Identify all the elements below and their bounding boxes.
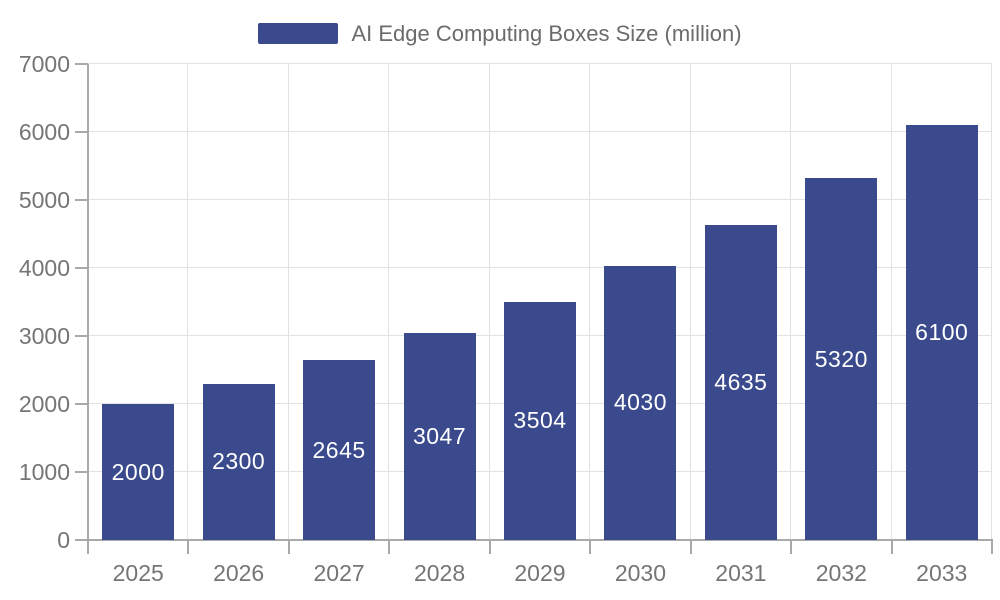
vertical-gridline <box>187 64 189 540</box>
vertical-gridline <box>488 64 490 540</box>
vertical-gridline <box>890 64 892 540</box>
bar[interactable]: 2000 <box>102 404 175 540</box>
x-tick-label: 2026 <box>213 560 265 586</box>
y-tick-label: 3000 <box>18 323 70 349</box>
y-tick-label: 1000 <box>18 459 70 485</box>
y-tick-mark <box>75 131 88 133</box>
vertical-gridline <box>388 64 390 540</box>
y-axis-line <box>87 64 89 540</box>
vertical-gridline <box>287 64 289 540</box>
x-tick-mark <box>890 540 893 554</box>
bar[interactable]: 2645 <box>303 360 376 540</box>
vertical-gridline <box>589 64 591 540</box>
x-tick-mark <box>187 540 190 554</box>
horizontal-gridline <box>88 131 992 132</box>
x-tick-label: 2031 <box>715 560 767 586</box>
y-tick-mark <box>75 63 88 65</box>
legend-swatch <box>258 23 339 44</box>
x-tick-label: 2030 <box>614 560 667 586</box>
y-tick-label: 5000 <box>18 187 70 213</box>
bar-value-label: 3504 <box>513 407 567 434</box>
x-tick-label: 2033 <box>916 560 968 586</box>
x-tick-mark <box>87 540 89 554</box>
x-axis-line <box>86 539 993 541</box>
y-tick-label: 4000 <box>18 255 70 281</box>
y-tick-label: 7000 <box>18 51 70 77</box>
legend-label: AI Edge Computing Boxes Size (million) <box>351 21 742 46</box>
plot-area: 2000 2300 2645 3047 3504 4030 4635 5320 6100 <box>86 63 993 541</box>
bar-value-label: 2645 <box>312 436 366 463</box>
bar-value-label: 4635 <box>714 368 768 395</box>
x-tick-mark <box>991 540 993 554</box>
x-tick-mark <box>287 540 290 554</box>
bar-value-label: 2000 <box>111 458 165 485</box>
x-tick-label: 2027 <box>313 560 365 586</box>
bar[interactable]: 5320 <box>805 178 878 540</box>
bar[interactable]: 4030 <box>604 265 677 540</box>
vertical-gridline <box>991 64 992 540</box>
x-tick-mark <box>388 540 391 554</box>
y-tick-mark <box>75 403 88 405</box>
x-tick-mark <box>589 540 592 554</box>
x-tick-mark <box>790 540 793 554</box>
vertical-gridline <box>790 64 792 540</box>
x-tick-label: 2025 <box>112 560 164 586</box>
bar[interactable]: 4635 <box>704 224 777 540</box>
bar-value-label: 5320 <box>814 345 868 372</box>
bar[interactable]: 3047 <box>403 332 476 540</box>
x-tick-label: 2032 <box>815 560 867 586</box>
vertical-gridline <box>689 64 691 540</box>
horizontal-gridline <box>88 63 992 64</box>
y-tick-mark <box>75 471 88 473</box>
horizontal-gridline <box>88 267 992 268</box>
y-tick-label: 6000 <box>18 119 70 145</box>
bar-value-label: 2300 <box>212 448 266 475</box>
x-tick-mark <box>689 540 692 554</box>
bar[interactable]: 2300 <box>202 383 275 540</box>
y-tick-mark <box>75 539 88 541</box>
x-tick-mark <box>488 540 491 554</box>
x-tick-label: 2029 <box>514 560 566 586</box>
bar[interactable]: 3504 <box>504 301 576 540</box>
bar-value-label: 3047 <box>412 422 467 449</box>
y-tick-mark <box>75 267 88 269</box>
y-tick-label: 0 <box>57 527 70 553</box>
y-tick-mark <box>75 335 88 337</box>
horizontal-gridline <box>88 199 992 200</box>
bar-value-label: 6100 <box>915 319 969 346</box>
x-tick-label: 2028 <box>413 560 466 586</box>
bar-value-label: 4030 <box>613 389 668 416</box>
legend[interactable]: AI Edge Computing Boxes Size (million) <box>0 21 1000 46</box>
y-tick-mark <box>75 199 88 201</box>
bar[interactable]: 6100 <box>905 125 978 540</box>
y-tick-label: 2000 <box>18 391 70 417</box>
